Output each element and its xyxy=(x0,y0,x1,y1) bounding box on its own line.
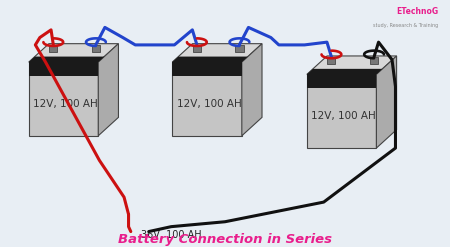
Polygon shape xyxy=(172,57,248,62)
Polygon shape xyxy=(29,57,104,62)
Polygon shape xyxy=(49,45,57,52)
Polygon shape xyxy=(307,69,382,74)
Text: study, Research & Training: study, Research & Training xyxy=(373,23,438,28)
Polygon shape xyxy=(307,74,376,88)
Polygon shape xyxy=(307,56,396,74)
Polygon shape xyxy=(172,62,242,76)
Text: 36V, 100 AH: 36V, 100 AH xyxy=(141,230,202,240)
Polygon shape xyxy=(98,44,118,136)
Text: 12V, 100 AH: 12V, 100 AH xyxy=(177,99,242,109)
Text: 12V, 100 AH: 12V, 100 AH xyxy=(311,111,376,121)
Polygon shape xyxy=(242,44,262,136)
Polygon shape xyxy=(307,74,376,148)
Text: Battery Connection in Series: Battery Connection in Series xyxy=(118,233,332,246)
Polygon shape xyxy=(29,62,98,76)
Polygon shape xyxy=(29,44,118,62)
Polygon shape xyxy=(376,56,396,148)
Text: ETechnoG: ETechnoG xyxy=(396,7,438,16)
Polygon shape xyxy=(172,44,262,62)
Polygon shape xyxy=(29,62,98,136)
Polygon shape xyxy=(92,45,100,52)
Polygon shape xyxy=(370,57,378,64)
Polygon shape xyxy=(235,45,243,52)
Polygon shape xyxy=(193,45,201,52)
Polygon shape xyxy=(172,62,242,136)
Text: 12V, 100 AH: 12V, 100 AH xyxy=(33,99,98,109)
Polygon shape xyxy=(328,57,335,64)
